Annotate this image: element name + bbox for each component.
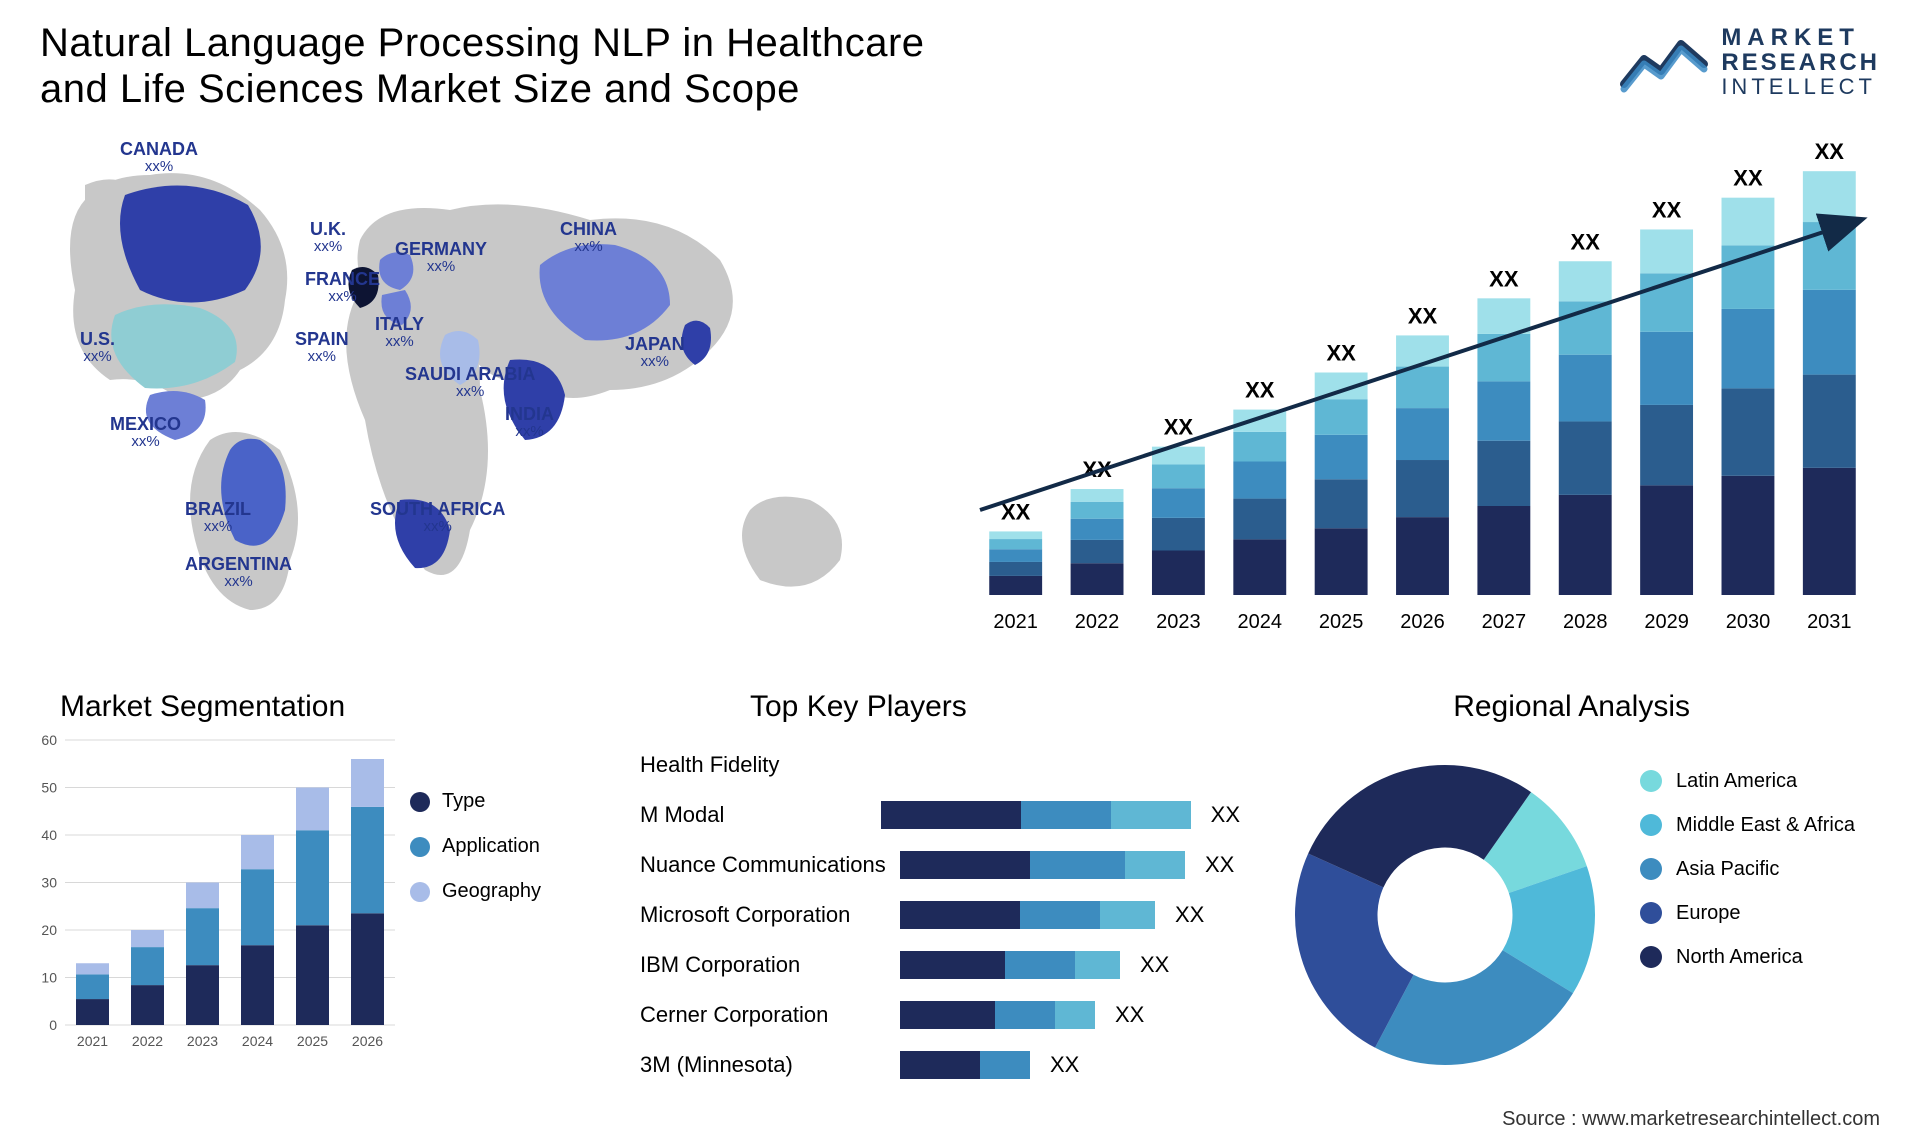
player-row: IBM Corporation XX bbox=[640, 940, 1240, 990]
svg-text:2021: 2021 bbox=[77, 1033, 108, 1049]
region-legend-north-america: North America bbox=[1640, 946, 1880, 968]
player-bar bbox=[900, 1001, 1095, 1029]
map-label-u-k-: U.K.xx% bbox=[310, 220, 346, 255]
map-label-mexico: MEXICOxx% bbox=[110, 415, 181, 450]
svg-text:2024: 2024 bbox=[242, 1033, 273, 1049]
player-value: XX bbox=[1140, 952, 1169, 978]
player-bar bbox=[900, 901, 1155, 929]
player-bar bbox=[900, 851, 1185, 879]
logo-line3: INTELLECT bbox=[1721, 75, 1880, 98]
svg-text:2026: 2026 bbox=[1400, 611, 1445, 633]
segmentation-panel: 0 10 20 30 40 50 60 2021 2022 2023 2024 2025 2026 Ty… bbox=[30, 730, 580, 1110]
svg-text:2023: 2023 bbox=[187, 1033, 218, 1049]
map-label-france: FRANCExx% bbox=[305, 270, 380, 305]
player-row: 3M (Minnesota) XX bbox=[640, 1040, 1240, 1090]
players-panel: Health FidelityM ModalXXNuance Communica… bbox=[620, 680, 1260, 1100]
svg-text:2024: 2024 bbox=[1238, 611, 1283, 633]
svg-text:2030: 2030 bbox=[1726, 611, 1771, 633]
map-label-u-s-: U.S.xx% bbox=[80, 330, 115, 365]
svg-text:2029: 2029 bbox=[1644, 611, 1689, 633]
player-name: Nuance Communications bbox=[640, 852, 900, 878]
svg-text:2021: 2021 bbox=[993, 611, 1037, 633]
seg-legend-type: Type bbox=[410, 790, 580, 813]
seg-legend-application: Application bbox=[410, 835, 580, 858]
page-title: Natural Language Processing NLP in Healt… bbox=[40, 20, 940, 112]
regional-legend: Latin America Middle East & Africa Asia Pa… bbox=[1640, 770, 1880, 990]
map-label-italy: ITALYxx% bbox=[375, 315, 424, 350]
map-label-germany: GERMANYxx% bbox=[395, 240, 487, 275]
svg-text:0: 0 bbox=[49, 1017, 57, 1033]
player-value: XX bbox=[1115, 1002, 1144, 1028]
svg-text:XX: XX bbox=[1245, 378, 1275, 403]
svg-text:2026: 2026 bbox=[352, 1033, 383, 1049]
market-size-chart: XX 2021 XX 2022 XX 2023 XX 2024 XX 2025 XX 2026 XX 20… bbox=[960, 130, 1880, 650]
player-row: Cerner Corporation XX bbox=[640, 990, 1240, 1040]
segmentation-legend: Type Application Geography bbox=[410, 790, 580, 925]
segmentation-title: Market Segmentation bbox=[60, 690, 345, 724]
player-name: Cerner Corporation bbox=[640, 1002, 900, 1028]
map-label-saudi-arabia: SAUDI ARABIAxx% bbox=[405, 365, 535, 400]
logo-line2: RESEARCH bbox=[1721, 50, 1880, 75]
map-label-china: CHINAxx% bbox=[560, 220, 617, 255]
svg-text:2027: 2027 bbox=[1482, 611, 1527, 633]
brand-logo: MARKET RESEARCH INTELLECT bbox=[1619, 25, 1880, 98]
player-value: XX bbox=[1050, 1052, 1079, 1078]
player-row: Nuance Communications XX bbox=[640, 840, 1240, 890]
region-legend-asia-pacific: Asia Pacific bbox=[1640, 858, 1880, 880]
svg-text:XX: XX bbox=[1815, 139, 1845, 164]
player-name: M Modal bbox=[640, 802, 881, 828]
svg-text:40: 40 bbox=[41, 827, 57, 843]
svg-text:2031: 2031 bbox=[1807, 611, 1852, 633]
player-row: M Modal XX bbox=[640, 790, 1240, 840]
player-value: XX bbox=[1175, 902, 1204, 928]
svg-text:XX: XX bbox=[1652, 197, 1682, 222]
source-text: Source : www.marketresearchintellect.com bbox=[1502, 1108, 1880, 1131]
svg-text:XX: XX bbox=[1571, 229, 1601, 254]
svg-text:XX: XX bbox=[1733, 166, 1763, 191]
map-label-india: INDIAxx% bbox=[505, 405, 554, 440]
player-name: Microsoft Corporation bbox=[640, 902, 900, 928]
world-map-panel: CANADAxx% U.S.xx% MEXICOxx% BRAZILxx% ARGENT… bbox=[30, 140, 910, 640]
player-name: IBM Corporation bbox=[640, 952, 900, 978]
map-label-south-africa: SOUTH AFRICAxx% bbox=[370, 500, 505, 535]
logo-line1: MARKET bbox=[1721, 25, 1880, 50]
map-label-japan: JAPANxx% bbox=[625, 335, 685, 370]
player-bar bbox=[900, 1051, 1030, 1079]
region-legend-latin-america: Latin America bbox=[1640, 770, 1880, 792]
player-bar bbox=[900, 951, 1120, 979]
logo-mark-icon bbox=[1619, 29, 1709, 94]
player-value: XX bbox=[1211, 802, 1240, 828]
map-label-canada: CANADAxx% bbox=[120, 140, 198, 175]
svg-text:XX: XX bbox=[1489, 266, 1519, 291]
svg-text:2025: 2025 bbox=[1319, 611, 1364, 633]
region-legend-europe: Europe bbox=[1640, 902, 1880, 924]
map-label-brazil: BRAZILxx% bbox=[185, 500, 251, 535]
svg-text:2022: 2022 bbox=[132, 1033, 163, 1049]
svg-text:50: 50 bbox=[41, 780, 57, 796]
svg-text:XX: XX bbox=[1408, 303, 1438, 328]
regional-panel: Latin America Middle East & Africa Asia Pa… bbox=[1280, 680, 1880, 1100]
svg-text:XX: XX bbox=[1326, 341, 1356, 366]
svg-text:2022: 2022 bbox=[1075, 611, 1120, 633]
svg-text:2025: 2025 bbox=[297, 1033, 328, 1049]
player-name: 3M (Minnesota) bbox=[640, 1052, 900, 1078]
svg-text:10: 10 bbox=[41, 970, 57, 986]
svg-text:2023: 2023 bbox=[1156, 611, 1201, 633]
svg-text:20: 20 bbox=[41, 922, 57, 938]
map-label-spain: SPAINxx% bbox=[295, 330, 349, 365]
seg-legend-geography: Geography bbox=[410, 880, 580, 903]
player-value: XX bbox=[1205, 852, 1234, 878]
player-name: Health Fidelity bbox=[640, 752, 900, 778]
player-row: Microsoft Corporation XX bbox=[640, 890, 1240, 940]
map-label-argentina: ARGENTINAxx% bbox=[185, 555, 292, 590]
svg-text:2028: 2028 bbox=[1563, 611, 1608, 633]
region-legend-middle-east-africa: Middle East & Africa bbox=[1640, 814, 1880, 836]
player-row: Health Fidelity bbox=[640, 740, 1240, 790]
svg-text:60: 60 bbox=[41, 732, 57, 748]
svg-text:30: 30 bbox=[41, 875, 57, 891]
player-bar bbox=[881, 801, 1191, 829]
svg-text:XX: XX bbox=[1164, 415, 1194, 440]
